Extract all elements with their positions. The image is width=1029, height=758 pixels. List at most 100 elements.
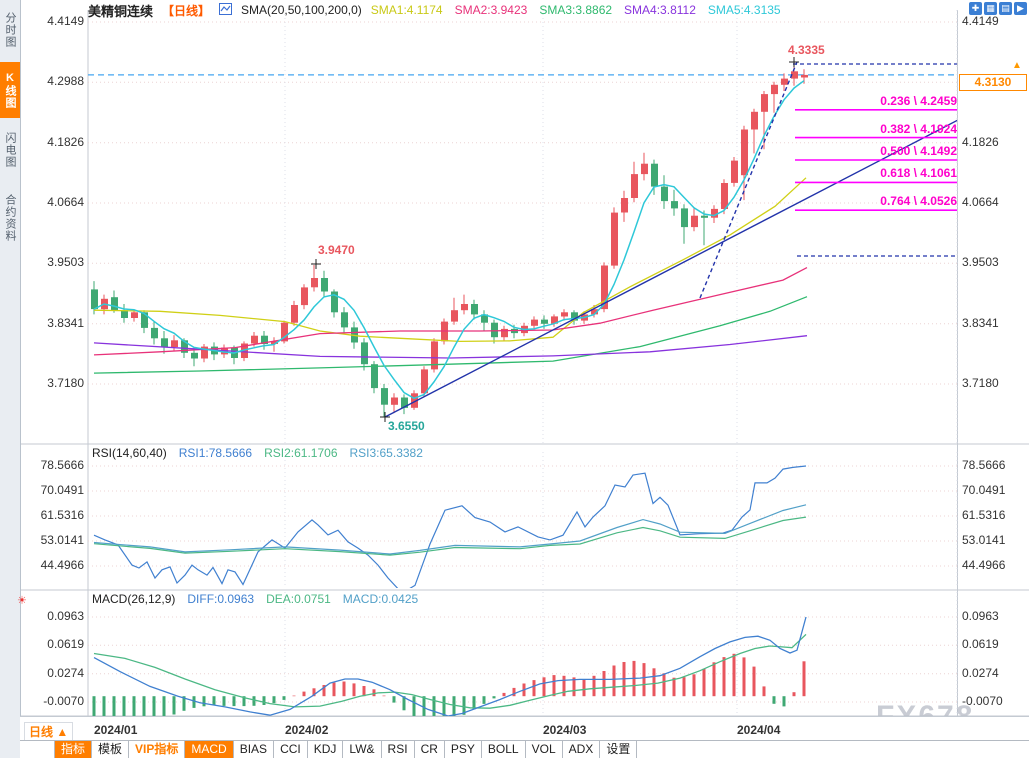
axis-label: 0.0274 [962, 665, 999, 680]
x-axis-row: 2024/01 2024/02 2024/03 2024/04 [20, 716, 1029, 741]
indicator-tab-CR[interactable]: CR [415, 741, 445, 758]
axis-label: 4.4149 [962, 14, 999, 28]
alert-sun-icon[interactable]: ☀ [17, 595, 27, 607]
period-selector-button[interactable]: 日线 ▲ [24, 722, 74, 741]
ma-value: SMA3:3.8862 [539, 3, 613, 17]
axis-label: 4.1826 [962, 134, 999, 149]
rsi-indicator-name: RSI(14,60,40) [92, 446, 167, 460]
ma-value: SMA5:4.3135 [707, 3, 781, 17]
rsi-value: RSI2:61.1706 [264, 446, 338, 460]
axis-label: 4.1826 [47, 134, 84, 149]
sidebar-tab-分时图[interactable]: 分时图 [4, 12, 16, 48]
last-price-badge: 4.3130 [959, 74, 1027, 91]
period-tag: 【日线】 [162, 3, 211, 18]
panel-layout-icon[interactable]: ▤ [999, 2, 1012, 15]
macd-value: MACD:0.0425 [342, 592, 419, 606]
indicator-tab-BIAS[interactable]: BIAS [234, 741, 275, 758]
axis-label: 0.0963 [47, 609, 84, 623]
indicator-tab-LW&[interactable]: LW& [343, 741, 382, 758]
fib-level-label: 0.618 \ 4.1061 [880, 166, 957, 181]
price-annotation: 4.3335 [788, 43, 825, 57]
indicator-tab-KDJ[interactable]: KDJ [308, 741, 344, 758]
rsi-values: RSI1:78.5666 RSI2:61.1706 RSI3:65.3382 [179, 446, 423, 460]
indicator-toolbar: 指标 模板 VIP指标 MACD BIAS CCI KDJ LW& RSI CR PSY BOLL VO… [20, 740, 1029, 758]
price-annotation: 3.6550 [388, 419, 425, 433]
axis-label: 70.0491 [40, 482, 84, 497]
axis-label: 44.4966 [962, 557, 1006, 572]
symbol-title: 美精铜连续 [88, 3, 154, 19]
rsi-panel-header: RSI(14,60,40) RSI1:78.5666 RSI2:61.1706 RS… [92, 446, 423, 460]
price-up-arrow-icon: ▲ [1012, 60, 1022, 71]
indicator-tab-MACD[interactable]: MACD [185, 741, 234, 758]
axis-label: 0.0963 [962, 609, 999, 623]
axis-label: 4.0664 [962, 195, 999, 209]
x-axis-label: 2024/03 [543, 723, 587, 737]
fib-level-label: 0.500 \ 4.1492 [880, 144, 957, 158]
axis-label: -0.0070 [962, 693, 1003, 708]
x-axis-label: 2024/02 [285, 723, 329, 737]
axis-label: 3.7180 [962, 375, 999, 390]
axis-label: 70.0491 [962, 482, 1006, 497]
sidebar-tab-K线图[interactable]: K线图 [0, 62, 20, 118]
axis-label: 0.0619 [962, 637, 999, 652]
axis-label: 3.7180 [47, 375, 84, 390]
indicator-tab-CCI[interactable]: CCI [274, 741, 308, 758]
indicator-tab-BOLL[interactable]: BOLL [482, 741, 526, 758]
ma-settings-icon[interactable] [219, 2, 233, 18]
indicator-tab-ADX[interactable]: ADX [563, 741, 601, 758]
x-axis-label: 2024/04 [737, 723, 781, 737]
axis-label: 3.9503 [47, 255, 84, 270]
axis-label: 61.5316 [40, 507, 84, 522]
x-axis-label: 2024/01 [94, 723, 138, 737]
macd-values: DIFF:0.0963 DEA:0.0751 MACD:0.0425 [187, 592, 418, 606]
axis-label: 4.4149 [47, 14, 84, 28]
ma-value: SMA4:3.8112 [624, 3, 696, 17]
fib-level-label: 0.382 \ 4.1924 [880, 121, 957, 136]
fib-level-label: 0.764 \ 4.0526 [880, 194, 957, 209]
indicator-tab-设置[interactable]: 设置 [600, 741, 638, 758]
axis-label: 44.4966 [40, 557, 84, 572]
indicator-tab-RSI[interactable]: RSI [382, 741, 415, 758]
axis-label: 53.0141 [40, 532, 84, 547]
macd-indicator-name: MACD(26,12,9) [92, 592, 176, 606]
chart-header: 美精铜连续 【日线】 SMA(20,50,100,200,0) SMA1:4.1… [88, 2, 781, 19]
export-icon[interactable]: ▶ [1014, 2, 1027, 15]
indicator-tab-VIP指标[interactable]: VIP指标 [129, 741, 186, 758]
axis-label: 0.0619 [47, 637, 84, 652]
macd-value: DEA:0.0751 [266, 592, 331, 606]
left-sidebar: 分时图 K线图闪电图合约资料 [0, 0, 21, 758]
axis-label: 3.9503 [962, 255, 999, 270]
grid-chart-icon[interactable]: ▦ [984, 2, 997, 15]
fib-level-label: 0.236 \ 4.2459 [880, 93, 957, 108]
indicator-tab-VOL[interactable]: VOL [526, 741, 563, 758]
indicator-tab-模板[interactable]: 模板 [92, 741, 130, 758]
toolbar-filler [637, 741, 1029, 758]
chart-toolbar-icons: ✚ ▦ ▤ ▶ [969, 2, 1027, 15]
ma-values: SMA1:4.1174 SMA2:3.9423 SMA3:3.8862 SMA4:3.… [371, 3, 781, 17]
axis-label: 61.5316 [962, 507, 1006, 522]
crosshair-icon[interactable]: ✚ [969, 2, 982, 15]
axis-label: 3.8341 [47, 315, 84, 330]
sidebar-tab-合约资料[interactable]: 合约资料 [4, 194, 16, 242]
rsi-value: RSI1:78.5666 [178, 446, 253, 460]
ma-value: SMA1:4.1174 [370, 3, 443, 17]
macd-panel-header: MACD(26,12,9) DIFF:0.0963 DEA:0.0751 MACD:… [92, 592, 418, 606]
indicator-tab-指标[interactable]: 指标 [55, 741, 93, 758]
macd-value: DIFF:0.0963 [187, 592, 255, 606]
rsi-value: RSI3:65.3382 [349, 446, 423, 460]
axis-label: 78.5666 [40, 458, 84, 472]
toolbar-corner-spacer [20, 741, 55, 758]
axis-label: 78.5666 [962, 458, 1006, 472]
axis-label: -0.0070 [43, 693, 84, 708]
axis-label: 4.2988 [47, 74, 84, 89]
ma-group-label: SMA(20,50,100,200,0) [241, 3, 362, 17]
axis-label: 4.0664 [47, 195, 84, 209]
axis-label: 53.0141 [962, 532, 1006, 547]
axis-label: 3.8341 [962, 315, 999, 330]
ma-value: SMA2:3.9423 [454, 3, 528, 17]
axis-label: 0.0274 [47, 665, 84, 680]
indicator-tab-PSY[interactable]: PSY [445, 741, 482, 758]
sidebar-tab-闪电图[interactable]: 闪电图 [4, 132, 16, 168]
